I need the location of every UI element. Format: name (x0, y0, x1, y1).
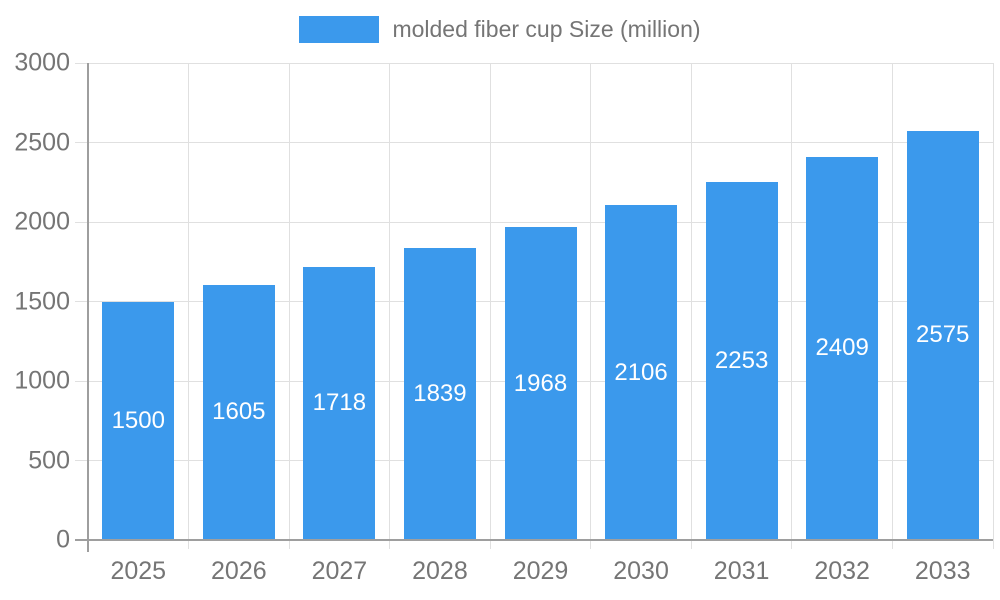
bar-value-2027: 1718 (312, 389, 367, 417)
xtick-4 (489, 540, 491, 549)
bar-value-2028: 1839 (413, 379, 467, 407)
bar-value-2031: 2253 (714, 346, 769, 374)
gridline-y-2000 (88, 221, 993, 223)
bar-2028[interactable]: 1839 (403, 247, 476, 540)
y-axis-label-2500: 2500 (14, 128, 70, 156)
y-axis-label-0: 0 (56, 525, 70, 554)
chart-legend[interactable]: molded fiber cup Size (million) (0, 14, 1000, 44)
bar-value-2033: 2575 (916, 321, 970, 349)
x-axis-label-2029: 2029 (512, 557, 569, 585)
ytick-1000 (75, 380, 88, 382)
xtick-1 (188, 540, 190, 549)
bar-2031[interactable]: 2253 (705, 181, 778, 540)
xtick-5 (590, 540, 592, 549)
x-axis-label-2026: 2026 (211, 557, 267, 585)
bar-value-2029: 1968 (513, 369, 568, 397)
gridline-y-3000 (88, 62, 993, 64)
y-axis-label-1500: 1500 (14, 287, 70, 315)
bar-2030[interactable]: 2106 (605, 205, 678, 540)
bar-value-2025: 1500 (111, 406, 165, 434)
bar-value-2026: 1605 (212, 398, 266, 426)
y-axis-label-3000: 3000 (14, 48, 70, 77)
gridline-x-8 (891, 63, 893, 540)
gridline-x-9 (992, 63, 994, 540)
bar-2032[interactable]: 2409 (806, 156, 879, 540)
xtick-3 (389, 540, 391, 549)
x-axis-label-2027: 2027 (311, 557, 368, 585)
ytick-1500 (75, 301, 88, 302)
x-axis-label-2025: 2025 (110, 557, 167, 585)
xtick-8 (891, 540, 893, 549)
legend-swatch (299, 15, 380, 43)
bar-2033[interactable]: 2575 (906, 130, 979, 540)
bar-2025[interactable]: 1500 (102, 301, 175, 540)
bar-value-2030: 2106 (614, 358, 668, 386)
gridline-x-2 (288, 63, 290, 540)
bar-2029[interactable]: 1968 (504, 227, 577, 540)
xtick-9 (992, 540, 994, 549)
x-axis-line (75, 539, 993, 541)
ytick-2000 (75, 221, 88, 223)
x-axis-label-2030: 2030 (613, 557, 669, 585)
x-axis-label-2031: 2031 (713, 557, 770, 585)
gridline-x-3 (389, 63, 391, 540)
xtick-2 (288, 540, 290, 549)
ytick-3000 (75, 62, 88, 64)
x-axis-label-2032: 2032 (814, 557, 870, 585)
y-axis-line (87, 63, 89, 552)
gridline-x-5 (590, 63, 592, 540)
ytick-2500 (75, 142, 88, 143)
gridline-x-1 (188, 63, 190, 540)
y-axis-label-1000: 1000 (14, 366, 70, 395)
bar-value-2032: 2409 (815, 334, 869, 362)
y-axis-label-500: 500 (28, 446, 70, 474)
xtick-7 (791, 540, 793, 549)
gridline-x-7 (791, 63, 793, 540)
gridline-x-6 (690, 63, 692, 540)
ytick-500 (75, 460, 88, 461)
legend-label: molded fiber cup Size (million) (392, 15, 701, 42)
gridline-x-4 (489, 63, 491, 540)
x-axis-label-2033: 2033 (914, 557, 971, 585)
y-axis-label-2000: 2000 (14, 207, 70, 236)
bar-2027[interactable]: 1718 (303, 266, 376, 540)
bar-2026[interactable]: 1605 (202, 284, 275, 540)
xtick-6 (690, 540, 692, 549)
x-axis-label-2028: 2028 (412, 557, 468, 585)
gridline-y-2500 (88, 142, 993, 143)
